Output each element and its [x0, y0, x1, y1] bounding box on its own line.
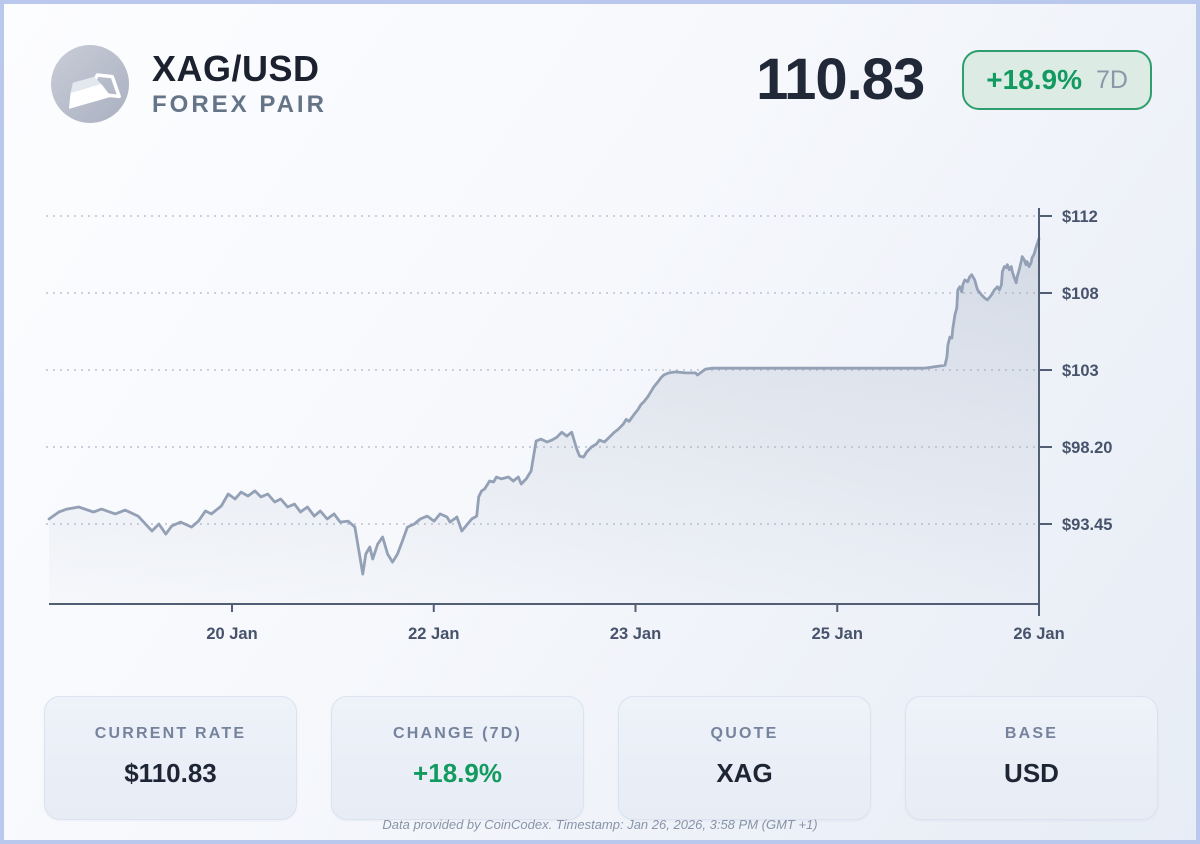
card-label: QUOTE: [710, 725, 779, 742]
y-axis-label: $112: [1062, 208, 1098, 226]
footer-note: Data provided by CoinCodex. Timestamp: J…: [382, 817, 818, 832]
card-value: USD: [1004, 758, 1059, 788]
header: XAG/USD FOREX PAIR 110.83 +18.9% 7D: [4, 4, 1196, 124]
y-axis-label: $93.45: [1062, 516, 1112, 534]
current-price: 110.83: [756, 47, 925, 112]
x-axis-label: 26 Jan: [1013, 625, 1064, 643]
change-percent: +18.9%: [986, 64, 1083, 95]
x-axis-label: 20 Jan: [206, 625, 257, 643]
pair-titles: XAG/USD FOREX PAIR: [152, 49, 327, 119]
x-axis-label: 23 Jan: [610, 625, 661, 643]
y-axis-label: $108: [1062, 285, 1099, 303]
card-value: XAG: [716, 758, 773, 788]
page-title: XAG/USD: [152, 48, 320, 90]
x-axis-label: 25 Jan: [812, 625, 863, 643]
price-group: 110.83 +18.9% 7D: [756, 50, 1152, 110]
silver-ingots-icon: [50, 44, 130, 124]
change-period: 7D: [1096, 65, 1128, 94]
pair-group: XAG/USD FOREX PAIR: [50, 44, 327, 124]
card-value: +18.9%: [413, 758, 502, 788]
card-value: $110.83: [124, 758, 217, 788]
y-axis-label: $98.20: [1062, 439, 1112, 457]
card-change-7d: CHANGE (7D) +18.9%: [331, 696, 584, 820]
y-axis-label: $103: [1062, 362, 1099, 380]
card-label: CHANGE (7D): [392, 725, 523, 742]
pair-subtitle: FOREX PAIR: [152, 90, 327, 118]
card-quote: QUOTE XAG: [618, 696, 871, 820]
price-line: [47, 237, 1041, 576]
price-area: [49, 238, 1039, 604]
stats-row: CURRENT RATE $110.83 CHANGE (7D) +18.9% …: [44, 696, 1158, 820]
price-chart: $112 $108 $103 $98.20 $93.45 20 Jan 22 Jan 23 J…: [4, 142, 1196, 672]
card-label: CURRENT RATE: [94, 725, 247, 742]
price-chart-svg: $112 $108 $103 $98.20 $93.45 20 Jan 22 Jan 23 J…: [46, 208, 1112, 643]
card-label: BASE: [1004, 725, 1059, 742]
card-base: BASE USD: [905, 696, 1158, 820]
card-current-rate: CURRENT RATE $110.83: [44, 696, 297, 820]
change-badge: +18.9% 7D: [962, 50, 1152, 110]
x-axis-label: 22 Jan: [408, 625, 459, 643]
